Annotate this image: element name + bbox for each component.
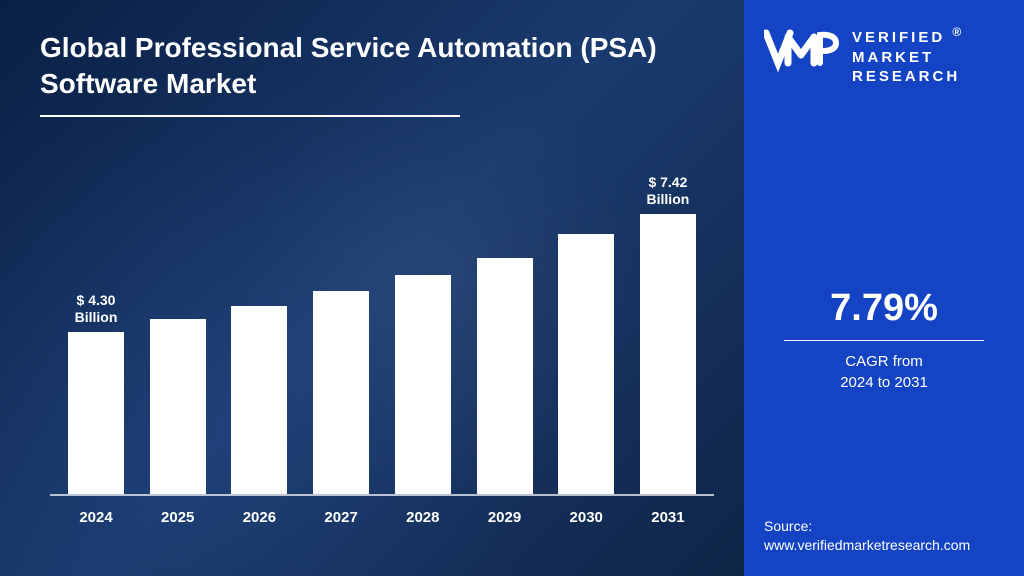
x-axis-label: 2030 bbox=[550, 509, 622, 526]
left-panel: Global Professional Service Automation (… bbox=[0, 0, 744, 576]
x-axis-label: 2027 bbox=[305, 509, 377, 526]
x-axis-label: 2029 bbox=[469, 509, 541, 526]
bars-container: $ 4.30Billion $ 7.42Billion bbox=[50, 156, 714, 496]
bar bbox=[558, 234, 614, 494]
bar bbox=[313, 291, 369, 494]
x-axis-label: 2025 bbox=[142, 509, 214, 526]
bar-group bbox=[142, 319, 214, 494]
title-underline bbox=[40, 115, 460, 117]
brand-line3: RESEARCH bbox=[852, 67, 964, 87]
bar-group bbox=[223, 306, 295, 494]
x-axis-label: 2024 bbox=[60, 509, 132, 526]
bar-value-label: $ 7.42Billion bbox=[647, 174, 690, 208]
x-axis-labels: 2024 2025 2026 2027 2028 2029 2030 2031 bbox=[50, 509, 714, 526]
bar-group bbox=[305, 291, 377, 494]
page-title: Global Professional Service Automation (… bbox=[40, 30, 704, 103]
bar-group bbox=[387, 275, 459, 494]
vmr-logo-icon bbox=[764, 25, 842, 73]
bar bbox=[477, 258, 533, 494]
brand-text: VERIFIED ® MARKET RESEARCH bbox=[852, 25, 964, 87]
cagr-block: 7.79% CAGR from 2024 to 2031 bbox=[764, 287, 1004, 393]
brand-line1: VERIFIED bbox=[852, 29, 945, 46]
bar-group bbox=[469, 258, 541, 494]
bar bbox=[231, 306, 287, 494]
right-panel: VERIFIED ® MARKET RESEARCH 7.79% CAGR fr… bbox=[744, 0, 1024, 576]
bar bbox=[68, 332, 124, 494]
cagr-underline bbox=[784, 340, 984, 341]
bar-value-label: $ 4.30Billion bbox=[75, 292, 118, 326]
bar bbox=[640, 214, 696, 494]
x-axis-label: 2028 bbox=[387, 509, 459, 526]
bar bbox=[395, 275, 451, 494]
source-label: Source: bbox=[764, 517, 970, 537]
brand-logo: VERIFIED ® MARKET RESEARCH bbox=[764, 25, 1004, 87]
cagr-label-line2: 2024 to 2031 bbox=[764, 372, 1004, 393]
bar-group: $ 4.30Billion bbox=[60, 292, 132, 494]
bar bbox=[150, 319, 206, 494]
x-axis-label: 2031 bbox=[632, 509, 704, 526]
brand-line2: MARKET bbox=[852, 48, 964, 68]
x-axis-label: 2026 bbox=[223, 509, 295, 526]
bar-group: $ 7.42Billion bbox=[632, 174, 704, 494]
cagr-value: 7.79% bbox=[764, 287, 1004, 330]
bar-chart: $ 4.30Billion$ 7.42Billion 2024202520262… bbox=[50, 146, 714, 526]
cagr-label-line1: CAGR from bbox=[764, 351, 1004, 372]
source-url: www.verifiedmarketresearch.com bbox=[764, 536, 970, 556]
registered-mark: ® bbox=[952, 25, 964, 39]
source-block: Source: www.verifiedmarketresearch.com bbox=[764, 517, 970, 556]
bar-group bbox=[550, 234, 622, 494]
